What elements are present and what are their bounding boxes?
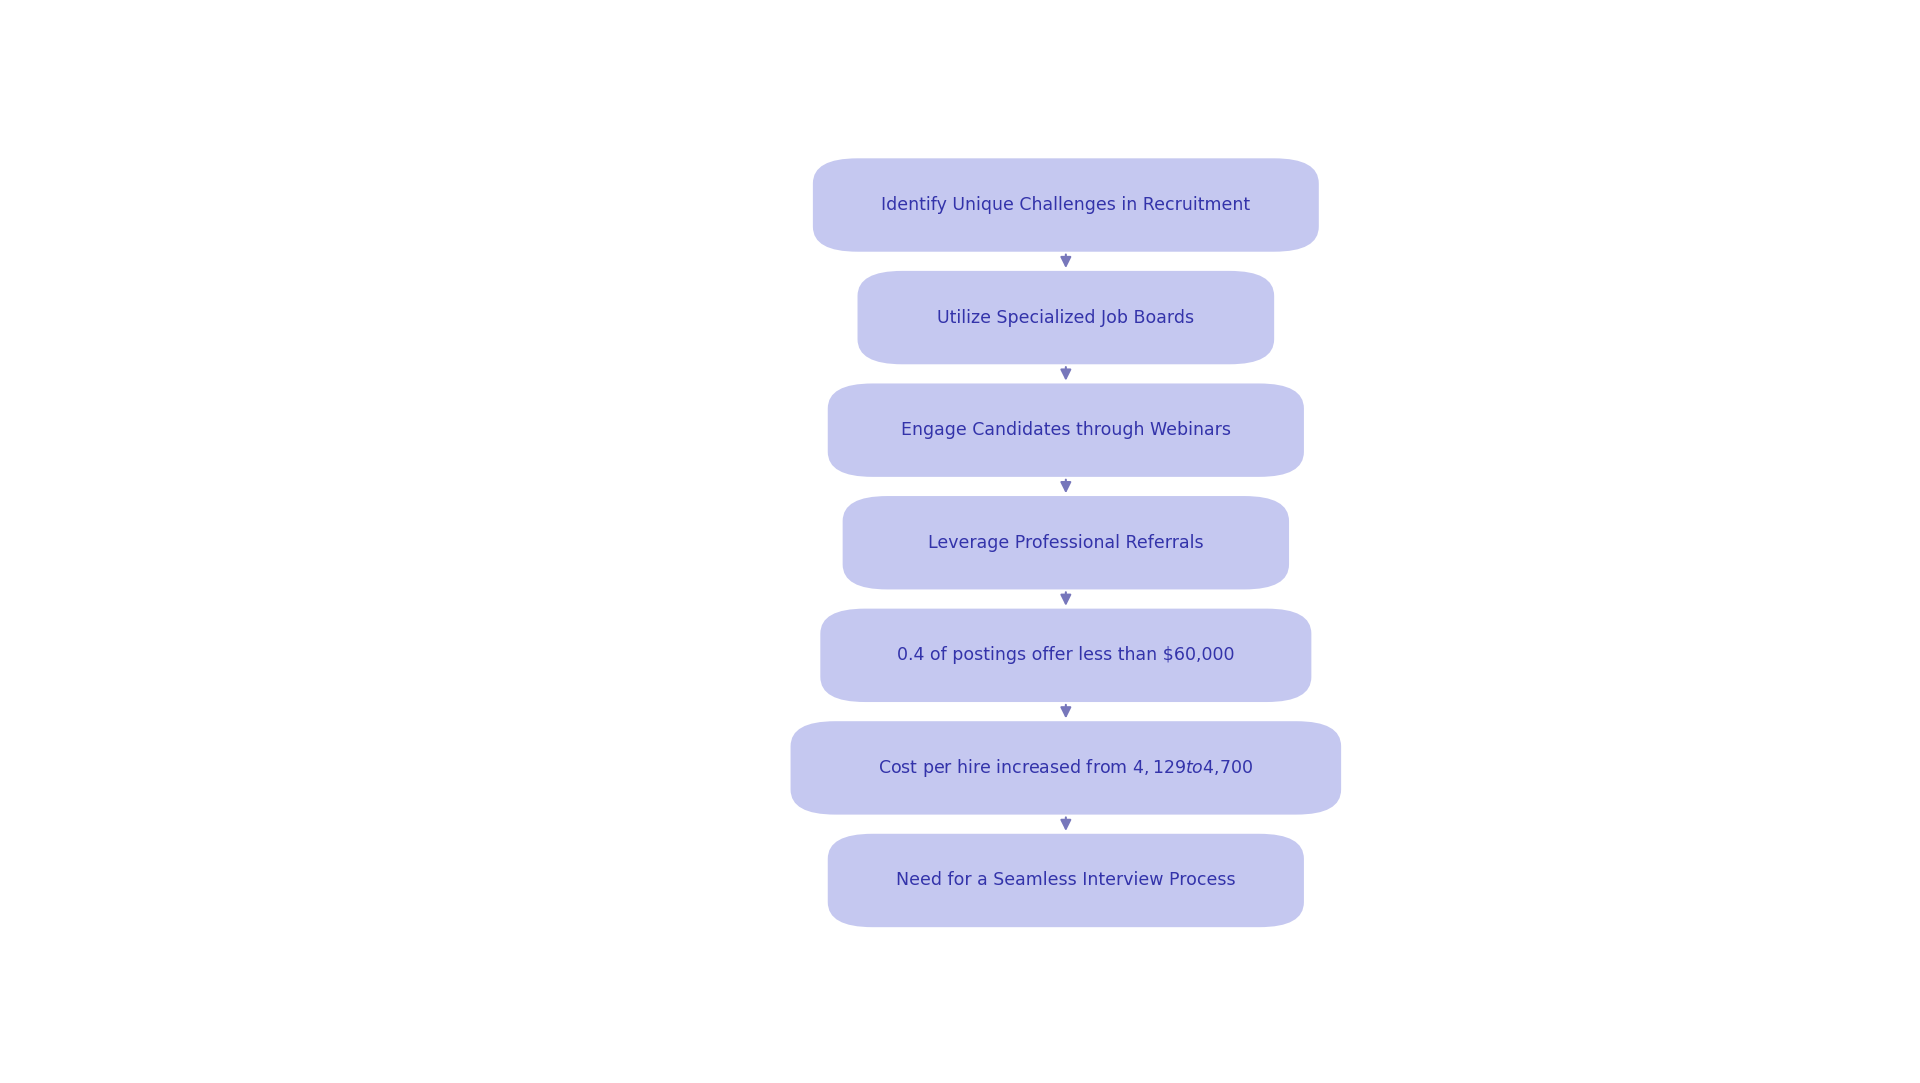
Text: Leverage Professional Referrals: Leverage Professional Referrals [927, 534, 1204, 551]
Text: Engage Candidates through Webinars: Engage Candidates through Webinars [900, 421, 1231, 440]
Text: Utilize Specialized Job Boards: Utilize Specialized Job Boards [937, 309, 1194, 327]
Text: Cost per hire increased from $4,129 to $4,700: Cost per hire increased from $4,129 to $… [877, 757, 1254, 779]
FancyBboxPatch shape [812, 158, 1319, 251]
FancyBboxPatch shape [820, 609, 1311, 702]
FancyBboxPatch shape [828, 383, 1304, 477]
Text: Identify Unique Challenges in Recruitment: Identify Unique Challenges in Recruitmen… [881, 196, 1250, 214]
Text: 0.4 of postings offer less than $60,000: 0.4 of postings offer less than $60,000 [897, 647, 1235, 664]
FancyBboxPatch shape [858, 271, 1275, 364]
FancyBboxPatch shape [843, 496, 1288, 589]
FancyBboxPatch shape [791, 721, 1340, 814]
Text: Need for a Seamless Interview Process: Need for a Seamless Interview Process [897, 872, 1236, 889]
FancyBboxPatch shape [828, 834, 1304, 927]
